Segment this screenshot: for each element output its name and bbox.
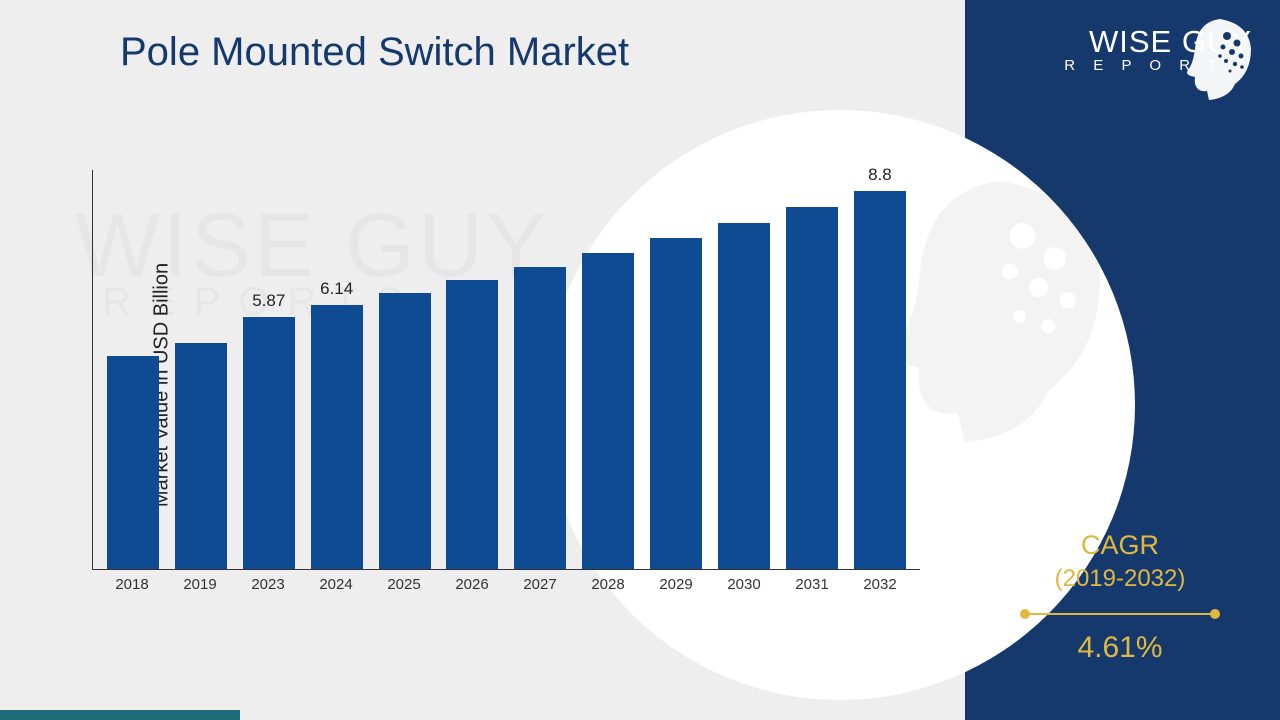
cagr-value: 4.61% — [1010, 631, 1230, 665]
bars-group: 5.87 6.14 8.8 — [93, 170, 920, 569]
cagr-title: CAGR — [1010, 530, 1230, 561]
cagr-divider — [1025, 613, 1215, 615]
bar-wrap — [107, 356, 159, 569]
bar-wrap — [379, 293, 431, 569]
x-tick-label: 2026 — [446, 570, 498, 600]
x-tick-label: 2031 — [786, 570, 838, 600]
bar — [107, 356, 159, 569]
x-tick-label: 2023 — [242, 570, 294, 600]
bar — [718, 223, 770, 569]
bar-value-label: 6.14 — [320, 279, 353, 305]
x-axis-labels: 2018 2019 2023 2024 2025 2026 2027 2028 2029 2030… — [92, 570, 920, 600]
bar — [175, 343, 227, 569]
bar-wrap — [786, 207, 838, 569]
plot-area: 5.87 6.14 8.8 — [92, 170, 920, 570]
bar — [582, 253, 634, 569]
bar — [786, 207, 838, 569]
bar — [514, 267, 566, 569]
bar — [243, 317, 295, 569]
bar-value-label: 8.8 — [868, 165, 892, 191]
bar — [650, 238, 702, 569]
bottom-accent-bar — [0, 710, 240, 720]
cagr-block: CAGR (2019-2032) 4.61% — [1010, 530, 1230, 665]
bar-wrap — [650, 238, 702, 569]
bar — [854, 191, 906, 569]
bar-wrap — [514, 267, 566, 569]
x-tick-label: 2018 — [106, 570, 158, 600]
x-tick-label: 2029 — [650, 570, 702, 600]
bar-wrap — [446, 280, 498, 569]
x-tick-label: 2030 — [718, 570, 770, 600]
x-tick-label: 2028 — [582, 570, 634, 600]
bar-chart: Market Value in USD Billion 5.876.148.8 … — [70, 170, 920, 600]
x-tick-label: 2025 — [378, 570, 430, 600]
bar-wrap — [582, 253, 634, 569]
head-profile-icon — [1185, 14, 1255, 104]
bar-wrap: 8.8 — [854, 191, 906, 569]
x-tick-label: 2027 — [514, 570, 566, 600]
bar-wrap — [175, 343, 227, 569]
bar-wrap — [718, 223, 770, 569]
bar-value-label: 5.87 — [252, 291, 285, 317]
x-tick-label: 2024 — [310, 570, 362, 600]
x-tick-label: 2032 — [854, 570, 906, 600]
bar — [446, 280, 498, 569]
bar — [311, 305, 363, 569]
bar — [379, 293, 431, 569]
cagr-range: (2019-2032) — [1010, 565, 1230, 593]
bar-wrap: 6.14 — [311, 305, 363, 569]
brand-logo: WISE GUY R E P O R T S — [1064, 24, 1252, 74]
chart-title: Pole Mounted Switch Market — [120, 30, 629, 75]
bar-wrap: 5.87 — [243, 317, 295, 569]
x-tick-label: 2019 — [174, 570, 226, 600]
